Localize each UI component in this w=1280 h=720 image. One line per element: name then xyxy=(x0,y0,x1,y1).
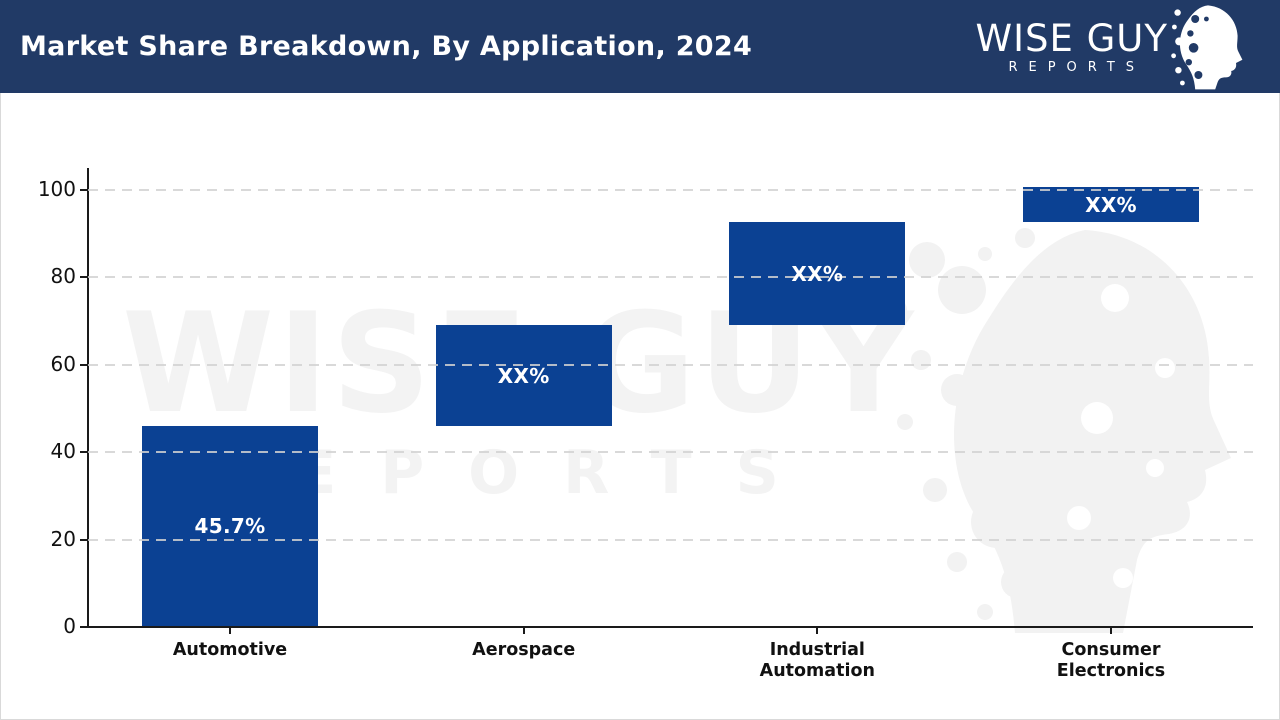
bar-value-label: XX% xyxy=(497,363,550,388)
y-axis-line xyxy=(87,168,89,628)
y-tick-mark xyxy=(80,189,88,191)
bar-segment xyxy=(142,426,318,626)
y-tick-label: 80 xyxy=(50,264,76,289)
bar-segment xyxy=(1023,187,1199,223)
x-tick-mark xyxy=(816,628,819,634)
x-tick-mark xyxy=(229,628,231,634)
category-label: Consumer Electronics xyxy=(1056,640,1166,681)
y-tick-mark xyxy=(80,451,88,454)
bar-value-label: XX% xyxy=(791,261,844,286)
gridline xyxy=(88,538,1253,541)
plot-area: WISE GUY REPORTS 02040608010045.7%Automo… xyxy=(0,93,1280,720)
y-tick-label: 60 xyxy=(50,351,76,376)
bar-value-label: 45.7% xyxy=(194,514,266,539)
category-label: Aerospace xyxy=(472,640,576,660)
y-tick-label: 40 xyxy=(50,439,76,464)
gridline xyxy=(88,276,1253,279)
bar-value-label: XX% xyxy=(1085,192,1137,217)
y-tick-mark xyxy=(80,276,88,279)
logo-wordmark: WISE GUY REPORTS xyxy=(976,20,1168,74)
logo-subtitle-text: REPORTS xyxy=(1008,59,1146,75)
x-axis-line xyxy=(87,626,1253,628)
y-tick-mark xyxy=(80,626,88,628)
chart-title: Market Share Breakdown, By Application, … xyxy=(20,31,753,62)
watermark-head-icon xyxy=(883,228,1231,633)
header-bar: Market Share Breakdown, By Application, … xyxy=(0,0,1280,93)
y-tick-mark xyxy=(80,538,88,541)
y-tick-label: 0 xyxy=(63,614,76,638)
category-label: Industrial Automation xyxy=(759,640,875,681)
y-tick-label: 100 xyxy=(37,177,76,201)
logo-name-text: WISE GUY xyxy=(975,16,1168,60)
bar-segment xyxy=(729,222,906,325)
gridline xyxy=(88,363,1253,366)
x-tick-mark xyxy=(1110,628,1112,634)
logo-head-icon xyxy=(1171,4,1243,89)
y-tick-label: 20 xyxy=(50,526,76,551)
bar-segment xyxy=(435,324,612,427)
x-tick-mark xyxy=(522,628,525,634)
category-label: Automotive xyxy=(172,640,288,660)
brand-logo: WISE GUY REPORTS xyxy=(976,3,1254,91)
y-tick-mark xyxy=(80,363,88,366)
gridline xyxy=(88,451,1253,454)
gridline xyxy=(88,189,1253,191)
